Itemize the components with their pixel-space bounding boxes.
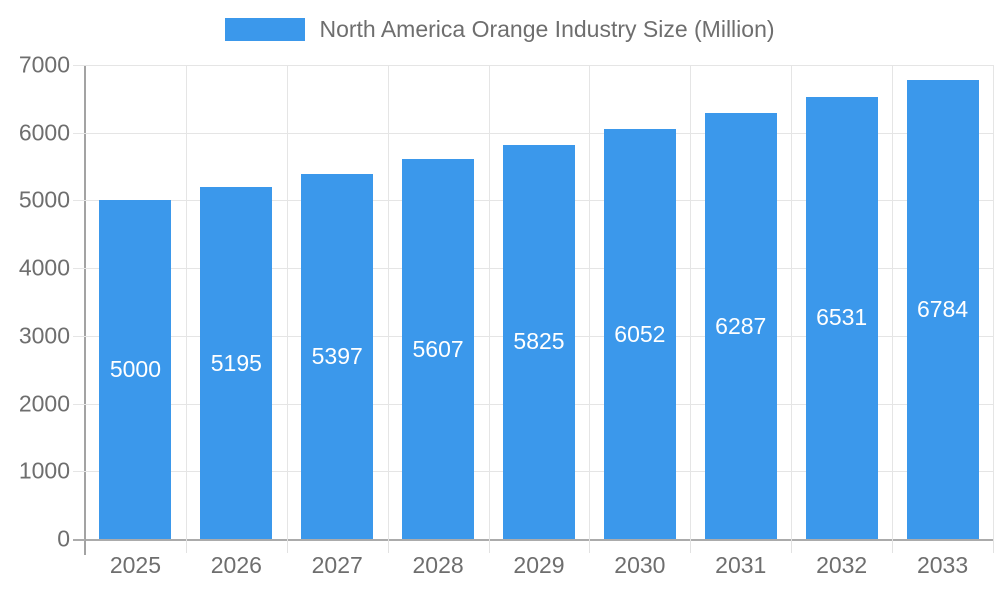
x-gridline	[589, 65, 591, 539]
x-axis-tick	[286, 539, 288, 553]
y-axis-tick-label: 0	[57, 525, 70, 552]
x-axis-tick-label: 2028	[412, 552, 464, 578]
x-axis-tick	[387, 539, 389, 553]
bar-2027: 5397	[301, 173, 374, 539]
x-gridline	[387, 65, 389, 539]
legend-swatch	[225, 18, 306, 41]
bar-value-label: 5825	[513, 328, 565, 355]
legend-item[interactable]: North America Orange Industry Size (Mill…	[0, 16, 1000, 43]
bar-value-label: 6784	[916, 295, 969, 322]
bar-2032: 6531	[805, 96, 878, 539]
y-axis-zero-tick	[73, 539, 85, 541]
bar-value-label: 5000	[109, 356, 162, 383]
x-axis-tick-label: 2030	[614, 552, 666, 578]
x-gridline	[488, 65, 490, 539]
y-axis-tick-label: 1000	[18, 457, 70, 484]
x-axis-tick	[791, 539, 793, 553]
bar-2026: 5195	[200, 187, 273, 539]
x-axis-tick	[690, 539, 692, 553]
bar-2030: 6052	[603, 129, 676, 539]
x-axis-tick	[589, 539, 591, 553]
x-axis-tick-label: 2031	[715, 552, 767, 578]
x-gridline	[185, 65, 187, 539]
x-axis-tick-label: 2025	[109, 552, 162, 578]
bar-2029: 5825	[503, 144, 575, 539]
x-gridline	[892, 65, 894, 539]
x-axis-tick-label: 2033	[916, 552, 969, 578]
bar-value-label: 6531	[816, 304, 868, 331]
legend-label: North America Orange Industry Size (Mill…	[319, 16, 775, 42]
x-gridline	[993, 65, 994, 539]
plot-area: 5000 5195 5397 5607 5825 6052 6287 6531 6784	[73, 65, 994, 555]
bar-value-label: 6287	[715, 312, 767, 339]
bar-2033: 6784	[906, 79, 979, 539]
x-axis-tick-label: 2026	[210, 552, 262, 578]
y-axis-tick-label: 4000	[18, 254, 70, 281]
x-axis-tick-label: 2027	[311, 552, 363, 578]
x-axis-tick	[993, 539, 994, 553]
y-axis-tick-label: 3000	[18, 322, 70, 349]
y-axis-tick-label: 7000	[18, 51, 70, 78]
bar-value-label: 5397	[311, 342, 363, 369]
bar-value-label: 5607	[412, 335, 464, 362]
bar-value-label: 6052	[614, 320, 666, 347]
x-axis-tick	[185, 539, 187, 553]
x-gridline	[791, 65, 793, 539]
x-axis-tick	[892, 539, 894, 553]
x-axis-tick-label: 2032	[816, 552, 868, 578]
x-axis-tick	[488, 539, 490, 553]
x-gridline	[690, 65, 692, 539]
bar-value-label: 5195	[210, 349, 262, 376]
y-axis-tick-label: 2000	[18, 390, 70, 417]
bar-2025: 5000	[99, 200, 172, 539]
y-gridline	[73, 65, 993, 66]
x-axis-tick-label: 2029	[513, 552, 565, 578]
x-gridline	[286, 65, 288, 539]
y-axis-tick-label: 6000	[18, 119, 70, 146]
y-axis-line	[84, 65, 86, 555]
bar-2028: 5607	[402, 159, 475, 539]
bar-2031: 6287	[704, 113, 777, 539]
y-axis-tick-label: 5000	[18, 186, 70, 213]
y-gridline	[73, 132, 993, 134]
